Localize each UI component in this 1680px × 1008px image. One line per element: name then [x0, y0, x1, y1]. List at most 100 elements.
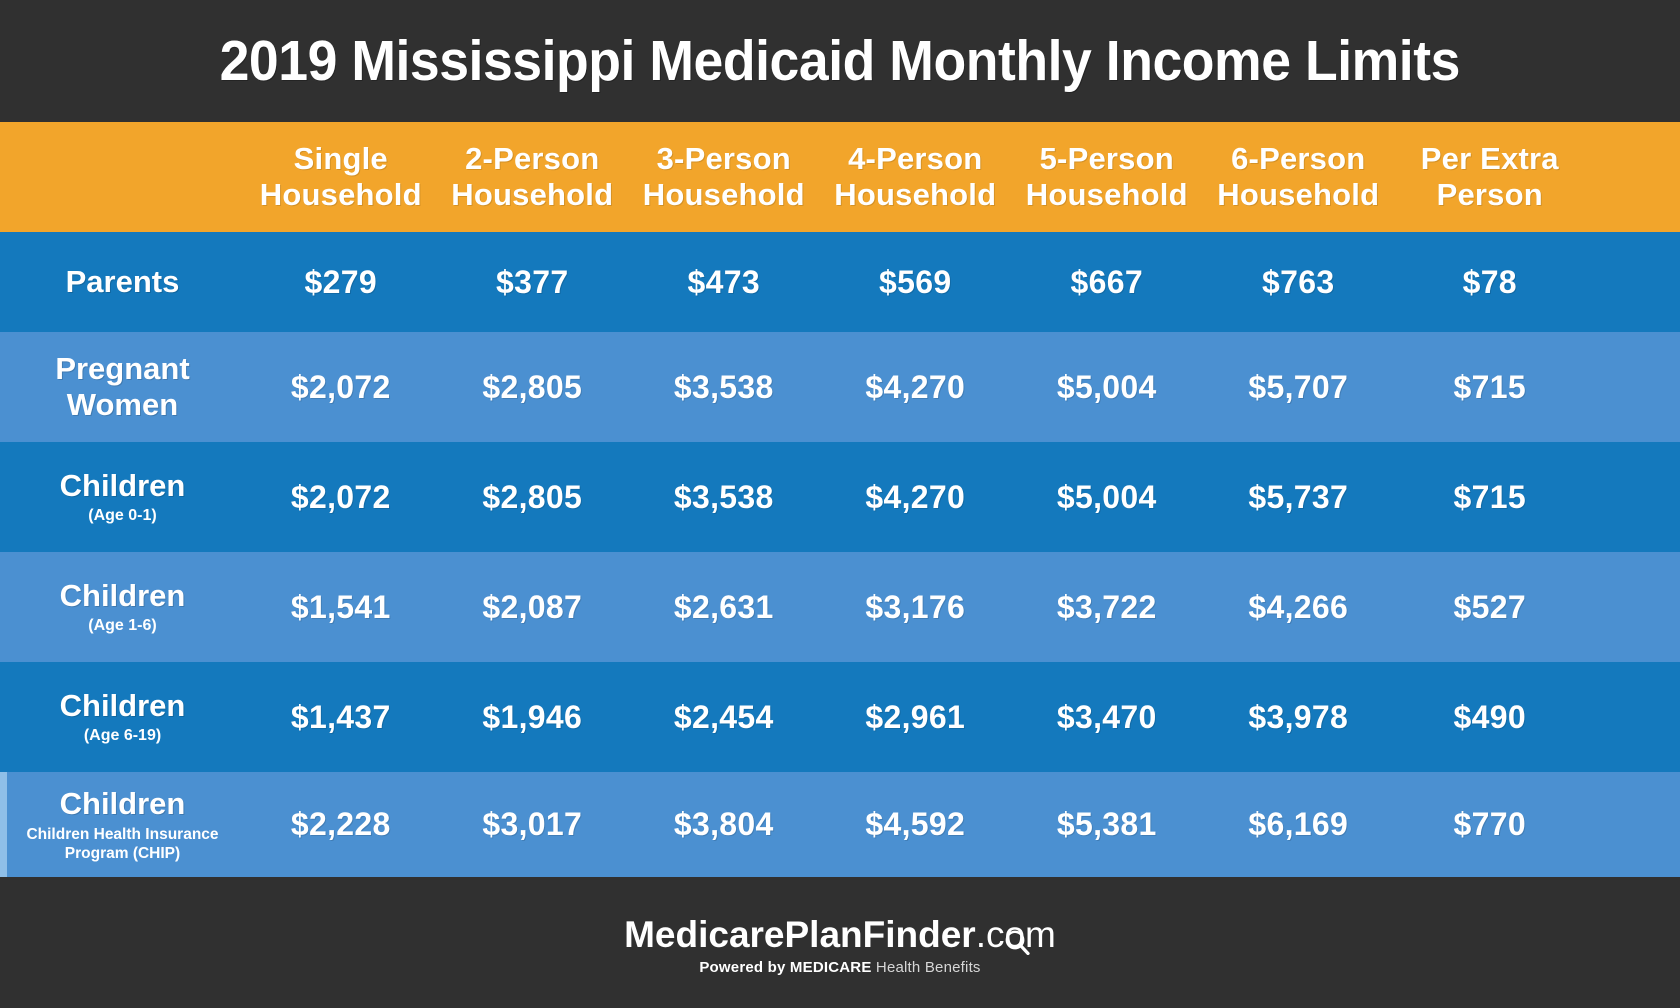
row-label-text: Pregnant Women	[55, 351, 190, 422]
column-header-6-person: 6-Person Household	[1203, 122, 1395, 232]
cell-value: $279	[245, 264, 437, 301]
cell-value: $763	[1203, 264, 1395, 301]
cell-value: $3,176	[820, 589, 1012, 626]
column-header-line2: Person	[1436, 177, 1543, 212]
cell-value: $2,072	[245, 369, 437, 406]
value-text: $3,978	[1248, 698, 1349, 735]
row-sublabel-text: (Age 0-1)	[88, 507, 157, 524]
value-text: $5,707	[1248, 368, 1349, 405]
value-text: $5,381	[1056, 806, 1157, 842]
column-header-line2: Household	[1025, 177, 1188, 212]
cell-value: $667	[1011, 264, 1203, 301]
value-text: $715	[1453, 478, 1526, 515]
value-text: $3,804	[673, 806, 774, 842]
column-header-single: Single Household	[245, 122, 437, 232]
value-text: $3,470	[1056, 698, 1157, 735]
cell-value: $377	[437, 264, 629, 301]
row-label-parents: Parents	[0, 264, 245, 300]
row-label-text: Children	[59, 786, 186, 821]
column-header-line1: Per Extra	[1420, 141, 1559, 176]
row-label-text: Parents	[65, 264, 180, 299]
value-text: $2,072	[290, 368, 391, 405]
value-text: $2,961	[865, 698, 966, 735]
cell-value: $2,805	[437, 369, 629, 406]
cell-value: $5,707	[1203, 369, 1395, 406]
value-text: $2,805	[482, 368, 583, 405]
value-text: $1,437	[290, 698, 391, 735]
tagline-brand-text: MEDICARE	[789, 959, 872, 976]
value-text: $763	[1262, 263, 1335, 300]
value-text: $5,004	[1056, 368, 1157, 405]
cell-value: $2,631	[628, 589, 820, 626]
cell-value: $2,961	[820, 699, 1012, 736]
cell-value: $4,592	[820, 806, 1012, 843]
page-title: 2019 Mississippi Medicaid Monthly Income…	[219, 29, 1461, 93]
column-header-5-person: 5-Person Household	[1011, 122, 1203, 232]
value-text: $3,722	[1056, 588, 1157, 625]
column-header-3-person: 3-Person Household	[628, 122, 820, 232]
cell-value: $473	[628, 264, 820, 301]
value-text: $770	[1453, 806, 1526, 842]
row-label-text: Children	[59, 468, 186, 503]
value-text: $1,946	[482, 698, 583, 735]
cell-value: $5,737	[1203, 479, 1395, 516]
column-header-line1: 2-Person	[465, 141, 600, 176]
row-sublabel-text: (Age 6-19)	[83, 727, 162, 744]
value-text: $4,266	[1248, 588, 1349, 625]
value-text: $473	[687, 263, 760, 300]
cell-value: $2,454	[628, 699, 820, 736]
cell-value: $5,004	[1011, 369, 1203, 406]
logo-domain-text: .com	[975, 914, 1056, 955]
footer-bar: MedicarePlanFinder .com Powered by MEDICA…	[0, 877, 1680, 1008]
row-label-pregnant-women: Pregnant Women	[0, 351, 245, 423]
value-text: $377	[496, 263, 569, 300]
column-header-line1: Single	[293, 141, 388, 176]
column-header-line1: 5-Person	[1039, 141, 1174, 176]
cell-value: $3,538	[628, 479, 820, 516]
value-text: $4,592	[865, 806, 966, 842]
tagline-powered-text: Powered by	[699, 959, 786, 976]
column-header-line2: Household	[642, 177, 805, 212]
row-sublabel-text: Children Health Insurance Program (CHIP)	[26, 826, 219, 862]
value-text: $2,454	[673, 698, 774, 735]
cell-value: $3,538	[628, 369, 820, 406]
value-text: $6,169	[1248, 806, 1349, 842]
cell-value: $3,722	[1011, 589, 1203, 626]
column-header-per-extra-person: Per Extra Person	[1394, 122, 1586, 232]
header-corner-cell	[0, 122, 245, 232]
cell-value: $490	[1394, 699, 1586, 736]
row-sublabel-text: (Age 1-6)	[88, 617, 157, 634]
table-row: Pregnant Women $2,072 $2,805 $3,538 $4,27…	[0, 332, 1680, 442]
value-text: $527	[1453, 588, 1526, 625]
value-text: $279	[304, 263, 377, 300]
value-text: $4,270	[865, 368, 966, 405]
cell-value: $78	[1394, 264, 1586, 301]
row-label-text: Children	[59, 688, 186, 723]
value-text: $2,072	[290, 478, 391, 515]
cell-value: $5,381	[1011, 806, 1203, 843]
cell-value: $4,270	[820, 369, 1012, 406]
column-header-2-person: 2-Person Household	[437, 122, 629, 232]
cell-value: $2,072	[245, 479, 437, 516]
row-label-children-chip: Children Children Health Insurance Progra…	[0, 786, 245, 863]
row-label-children-age-6-19: Children (Age 6-19)	[0, 688, 245, 746]
table-row: Children (Age 1-6) $1,541 $2,087 $2,631 …	[0, 552, 1680, 662]
value-text: $3,176	[865, 588, 966, 625]
table-row: Parents $279 $377 $473 $569 $667 $763 $7…	[0, 232, 1680, 332]
footer-tagline: Powered by MEDICARE Health Benefits	[699, 959, 980, 977]
column-header-line2: Household	[834, 177, 997, 212]
cell-value: $6,169	[1203, 806, 1395, 843]
table-row: Children Children Health Insurance Progra…	[0, 772, 1680, 877]
cell-value: $2,805	[437, 479, 629, 516]
medicare-plan-finder-logo: MedicarePlanFinder .com	[624, 914, 1056, 956]
column-header-line2: Household	[451, 177, 614, 212]
value-text: $3,017	[482, 806, 583, 842]
cell-value: $715	[1394, 479, 1586, 516]
income-limits-table: Single Household 2-Person Household 3-Pe…	[0, 122, 1680, 877]
table-row: Children (Age 6-19) $1,437 $1,946 $2,454…	[0, 662, 1680, 772]
cell-value: $2,087	[437, 589, 629, 626]
value-text: $2,631	[673, 588, 774, 625]
column-header-4-person: 4-Person Household	[820, 122, 1012, 232]
value-text: $78	[1462, 263, 1517, 300]
